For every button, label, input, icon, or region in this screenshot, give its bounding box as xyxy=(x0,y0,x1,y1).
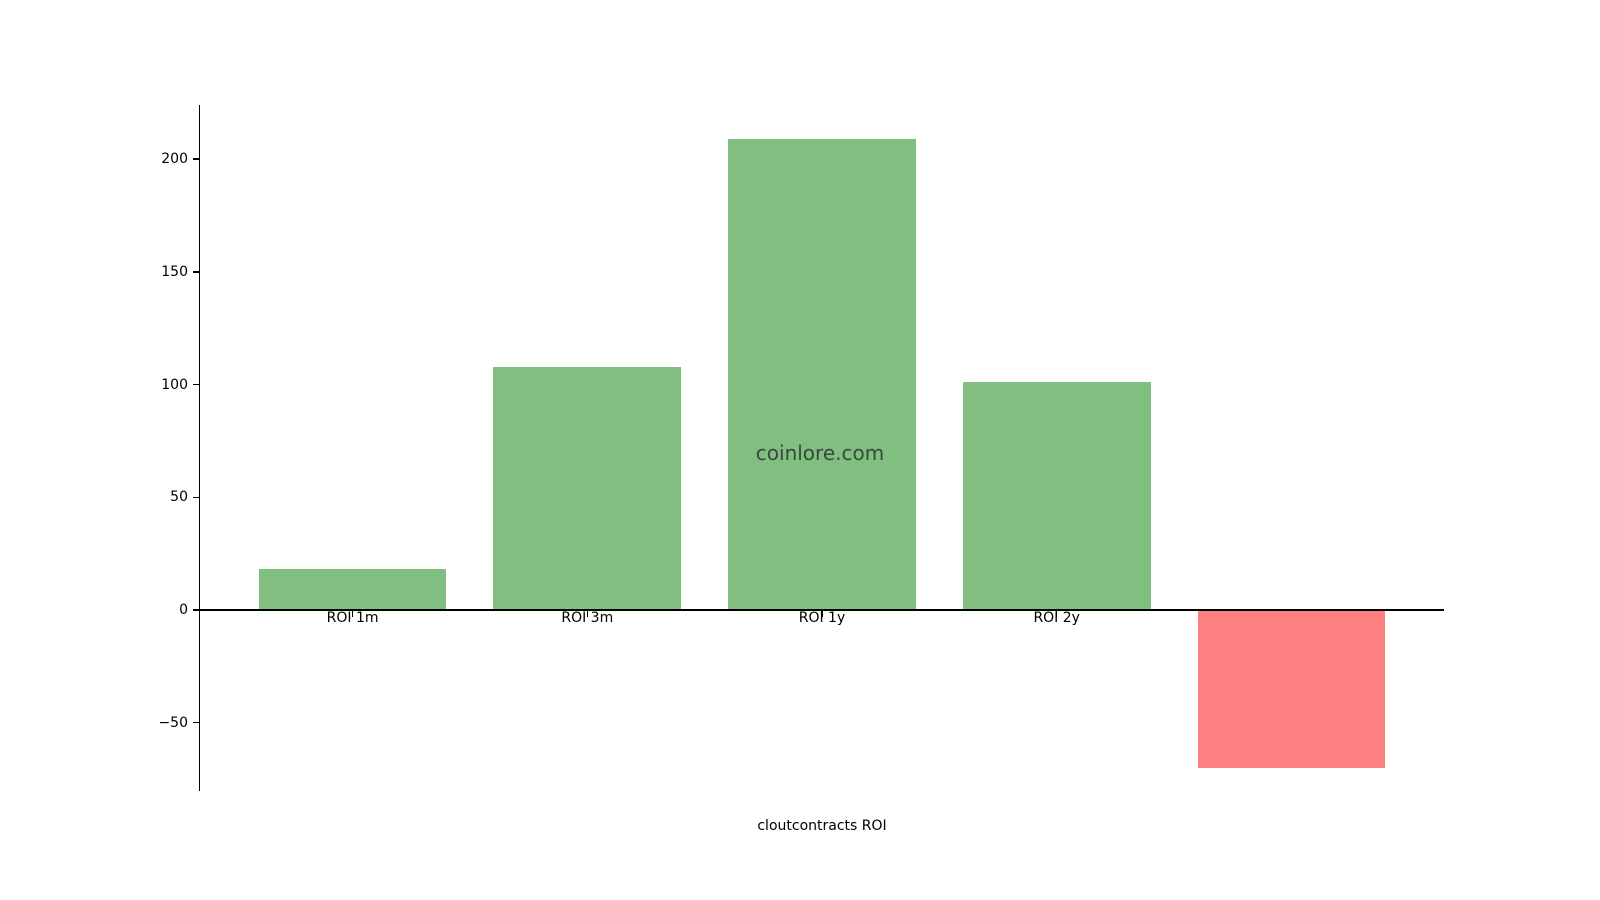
y-tick-mark-0 xyxy=(193,609,200,611)
x-axis-line xyxy=(200,609,1444,611)
y-tick-label-50: 50 xyxy=(170,489,188,506)
x-tick-label-2: ROI 3m xyxy=(561,610,614,627)
x-tick-mark-4 xyxy=(1055,609,1058,617)
y-axis-spine xyxy=(198,105,200,791)
y-tick-mark--50 xyxy=(193,721,200,724)
bar-roi-1y xyxy=(728,138,916,610)
bar-roi-3m xyxy=(493,366,682,610)
y-tick-mark-50 xyxy=(193,496,200,498)
y-tick-label-100: 100 xyxy=(161,376,188,393)
x-tick-label-3: ROI 1y xyxy=(798,610,846,627)
x-tick-mark-2 xyxy=(586,609,589,617)
y-tick-label--50: −50 xyxy=(158,714,188,731)
y-tick-label-150: 150 xyxy=(161,263,188,280)
y-tick-label-200: 200 xyxy=(161,151,188,168)
bar-neg-5 xyxy=(1197,609,1386,768)
bar-roi-2y xyxy=(962,382,1151,610)
x-tick-label-1: ROI 1m xyxy=(326,610,379,627)
y-tick-label-0: 0 xyxy=(179,601,188,618)
bar-roi-1m xyxy=(258,569,447,610)
x-tick-mark-1 xyxy=(351,609,354,617)
chart-title: cloutcontracts ROI xyxy=(757,818,887,834)
y-tick-mark-200 xyxy=(193,158,200,160)
y-tick-mark-100 xyxy=(193,383,200,386)
y-tick-mark-150 xyxy=(193,271,200,273)
watermark-text: coinlore.com xyxy=(755,441,885,465)
x-tick-mark-3 xyxy=(821,609,823,617)
x-tick-label-4: ROI 2y xyxy=(1033,610,1080,627)
